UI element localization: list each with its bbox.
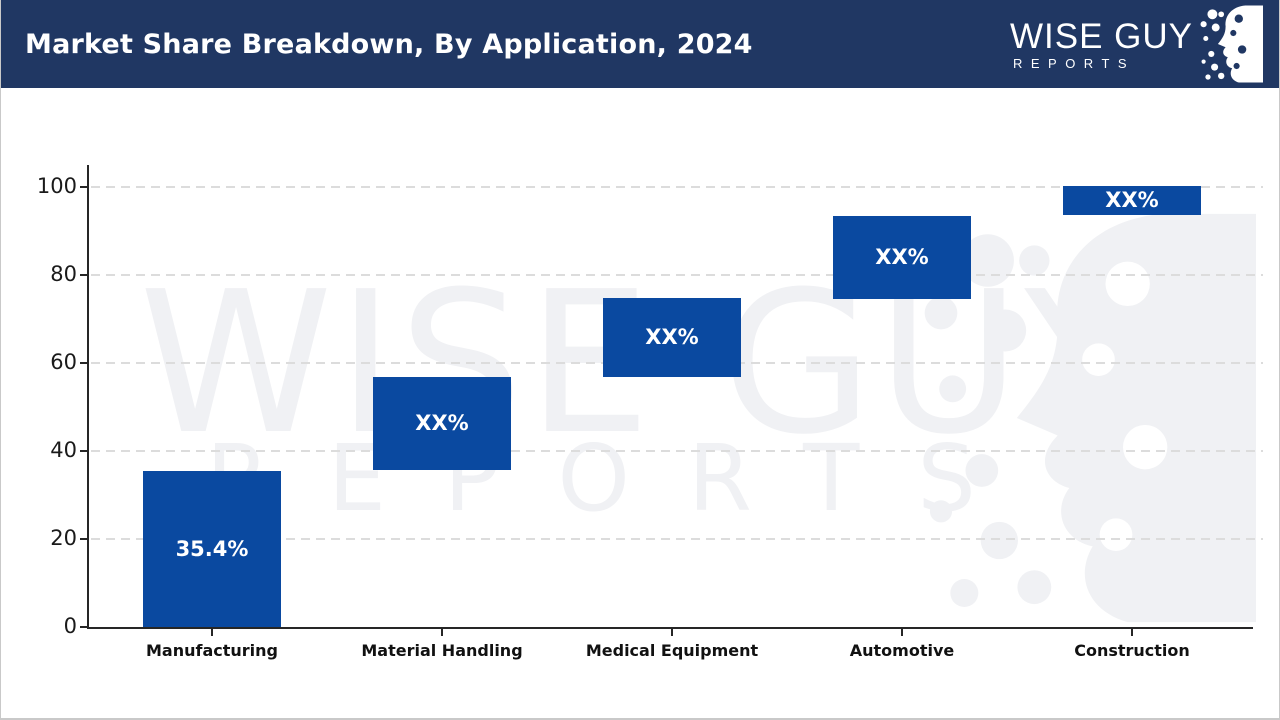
x-tick-label: Manufacturing (146, 641, 278, 660)
bar-value-label: XX% (645, 324, 699, 349)
y-tick-mark (80, 362, 88, 364)
x-tick-label: Automotive (849, 641, 955, 660)
bar-segment: XX% (1063, 185, 1201, 216)
gridline (91, 186, 1263, 188)
bar-value-label: XX% (875, 245, 929, 270)
x-tick-mark (901, 629, 903, 636)
wise-guy-reports-logo: WISE GUY REPORTS (1010, 5, 1263, 83)
x-tick-label: Construction (1074, 641, 1190, 660)
gridline (91, 450, 1263, 452)
watermark-wordmark-line2: REPORTS (206, 425, 1034, 532)
gridline (91, 538, 1263, 540)
y-tick-label: 80 (50, 262, 77, 286)
y-tick-label: 100 (36, 174, 77, 198)
x-tick-label: Material Handling (361, 641, 523, 660)
bar-value-label: XX% (415, 410, 469, 435)
x-tick-mark (1131, 629, 1133, 636)
x-axis-line (87, 627, 1253, 629)
y-tick-mark (80, 274, 88, 276)
plot: 0 20 40 60 80 100 35.4% Manufacturing XX% Materia… (1, 88, 1279, 718)
chart-area: WISE GUY REPORTS 0 20 40 60 80 100 35.4% Manufa… (1, 88, 1279, 718)
watermark-head-icon (924, 213, 1256, 623)
logo-wordmark-line1: WISE GUY (1009, 16, 1193, 56)
bar-segment: XX% (373, 376, 511, 470)
header-bar: Market Share Breakdown, By Application, … (1, 0, 1279, 88)
y-tick-label: 0 (63, 614, 77, 638)
y-tick-mark (80, 626, 88, 628)
y-tick-mark (80, 538, 88, 540)
bar-value-label: 35.4% (175, 536, 249, 561)
y-tick-label: 40 (50, 438, 77, 462)
x-tick-mark (671, 629, 673, 636)
logo-wordmark-line2: REPORTS (1012, 55, 1136, 71)
bar-segment: XX% (833, 216, 971, 300)
y-tick-mark (80, 450, 88, 452)
dotted-head-logo-icon (1200, 5, 1263, 83)
bar-segment: 35.4% (143, 471, 281, 627)
y-tick-label: 60 (50, 350, 77, 374)
y-axis-line (87, 165, 89, 629)
gridline (91, 274, 1263, 276)
x-tick-mark (211, 629, 213, 636)
y-tick-label: 20 (50, 526, 77, 550)
x-tick-mark (441, 629, 443, 636)
logo-wordmark: WISE GUY REPORTS (1010, 19, 1193, 70)
page-title: Market Share Breakdown, By Application, … (25, 28, 753, 60)
bar-segment: XX% (603, 297, 741, 377)
x-tick-label: Medical Equipment (585, 641, 759, 660)
bar-value-label: XX% (1105, 187, 1159, 212)
y-tick-mark (80, 186, 88, 188)
